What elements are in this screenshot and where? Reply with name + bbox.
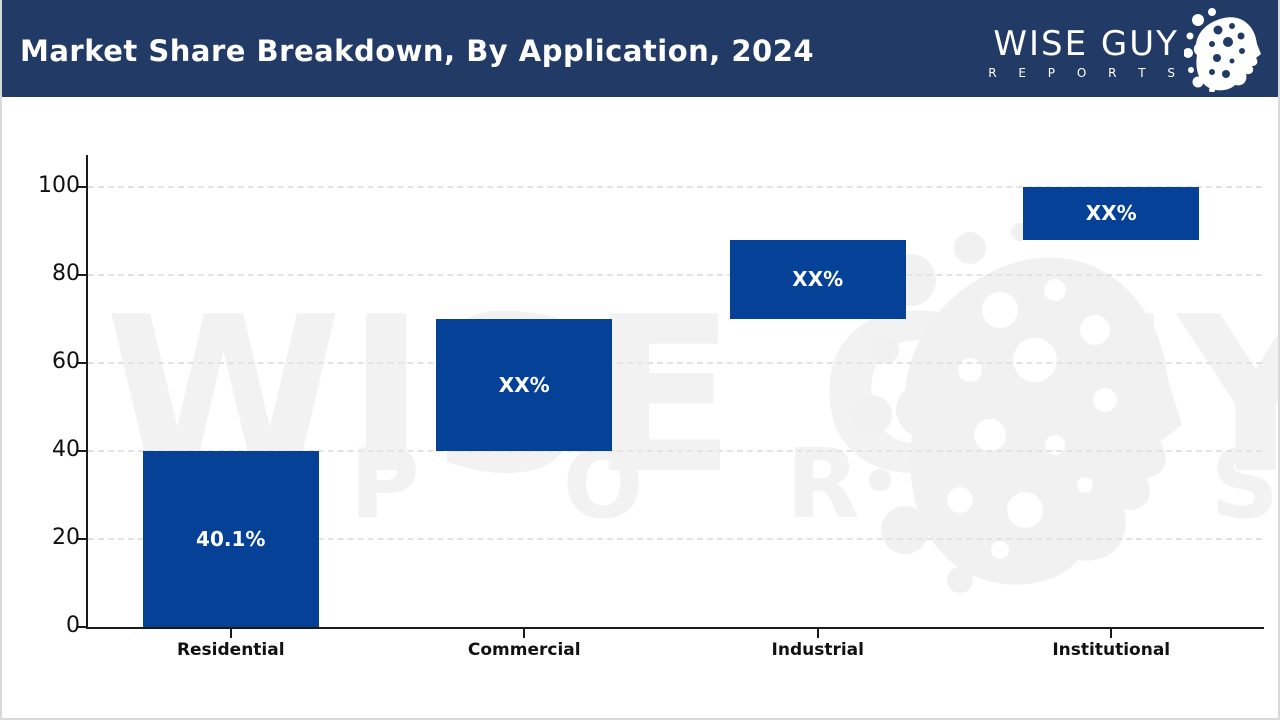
watermark-head-icon	[852, 223, 1182, 593]
y-tick-label: 20	[52, 525, 80, 550]
x-tick-label-residential: Residential	[176, 640, 285, 660]
x-tick-mark	[1110, 629, 1113, 638]
brand-subtitle: R E P O R T S	[988, 66, 1184, 80]
bar-residential: 40.1%	[142, 450, 319, 627]
y-axis-line	[86, 155, 88, 629]
y-tick-mark	[78, 626, 87, 628]
bar-industrial: XX%	[729, 239, 906, 319]
y-tick-mark	[78, 450, 87, 452]
y-tick-label: 80	[52, 261, 80, 286]
gridline-20	[88, 538, 1262, 540]
y-tick-mark	[78, 362, 87, 364]
y-tick-label: 60	[52, 349, 80, 374]
y-tick-mark	[78, 538, 87, 540]
y-tick-mark	[78, 274, 87, 276]
y-tick-label: 100	[38, 173, 80, 198]
x-tick-mark	[816, 629, 819, 638]
brand-logo-text: WISE GUY R E P O R T S	[988, 24, 1184, 80]
x-tick-label-industrial: Industrial	[771, 640, 864, 660]
gridline-80	[88, 274, 1262, 276]
x-tick-mark	[229, 629, 232, 638]
header-bar: Market Share Breakdown, By Application, …	[0, 0, 1280, 97]
chart-title: Market Share Breakdown, By Application, …	[20, 34, 815, 68]
gridline-60	[88, 362, 1262, 364]
bar-commercial: XX%	[436, 319, 613, 451]
brand-head-icon	[1184, 8, 1261, 92]
x-tick-mark	[523, 629, 526, 638]
bar-value-label: 40.1%	[196, 526, 266, 551]
bar-institutional: XX%	[1023, 187, 1200, 240]
bar-value-label: XX%	[792, 267, 844, 292]
x-axis-line	[86, 627, 1264, 629]
y-tick-mark	[78, 186, 87, 188]
gridline-40	[88, 450, 1262, 452]
bar-value-label: XX%	[498, 373, 550, 397]
bar-value-label: XX%	[1085, 201, 1137, 226]
gridline-100	[88, 186, 1262, 188]
x-tick-label-institutional: Institutional	[1052, 640, 1171, 660]
x-tick-label-commercial: Commercial	[467, 640, 581, 660]
brand-logo: WISE GUY R E P O R T S	[988, 6, 1262, 92]
y-tick-label: 40	[52, 437, 80, 462]
brand-name: WISE GUY	[993, 24, 1179, 64]
y-tick-label: 0	[66, 613, 80, 638]
